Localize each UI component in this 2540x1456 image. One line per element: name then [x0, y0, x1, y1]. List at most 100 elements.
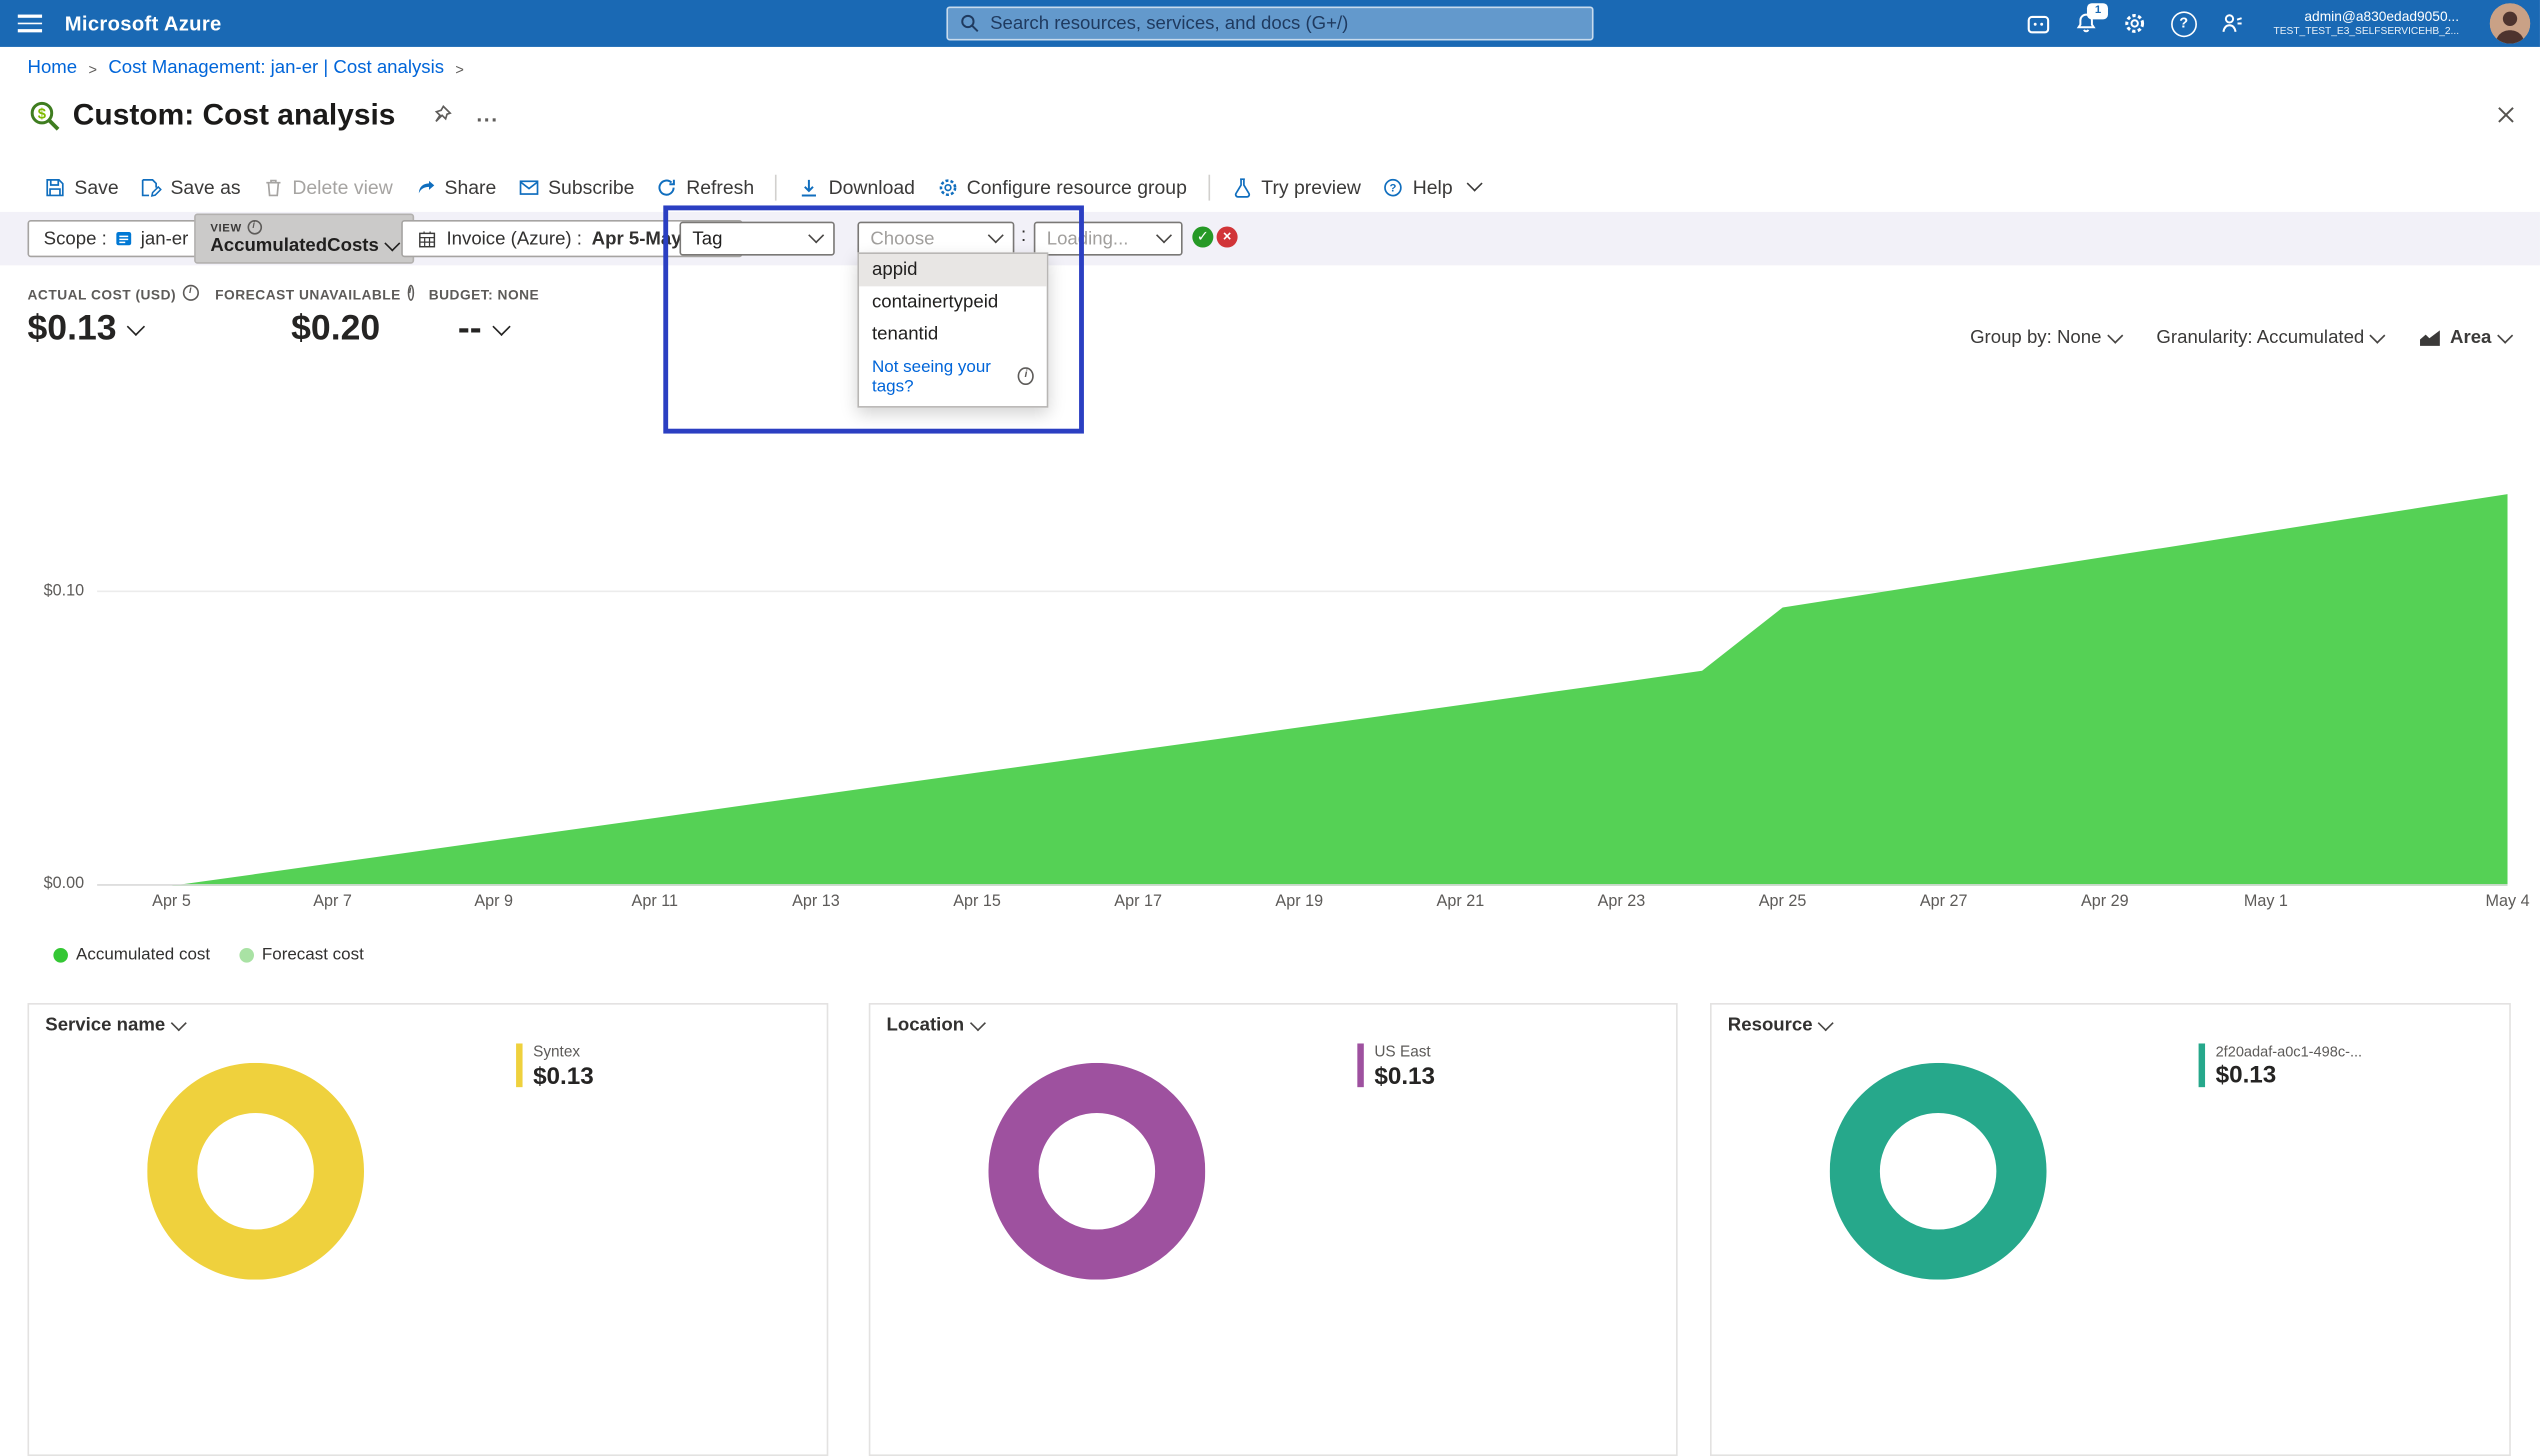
breadcrumb-home-link[interactable]: Home [27, 58, 78, 78]
breadcrumb-separator: > [88, 60, 97, 77]
delete-view-label: Delete view [292, 175, 393, 199]
legend-item: 2f20adaf-a0c1-498c-... $0.13 [2198, 1043, 2363, 1089]
x-axis-label: Apr 15 [953, 893, 1001, 911]
notification-count-badge: 1 [2087, 3, 2109, 20]
tag-value-select[interactable]: Loading... [1033, 221, 1183, 256]
user-avatar[interactable] [2489, 3, 2531, 44]
toolbar-divider [775, 173, 777, 200]
try-preview-button[interactable]: Try preview [1231, 176, 1361, 199]
legend-label: Syntex [533, 1043, 581, 1062]
pin-icon[interactable] [431, 104, 454, 127]
info-icon: i [246, 220, 262, 235]
budget-value: -- [457, 307, 482, 348]
scope-label: Scope : [43, 228, 107, 249]
help-menu-button[interactable]: ? Help [1382, 176, 1483, 199]
account-menu[interactable]: admin@a830edad9050... TEST_TEST_E3_SELFS… [2274, 8, 2460, 38]
location-pivot-dropdown[interactable]: Location [887, 1014, 986, 1035]
chart-type-dropdown[interactable]: Area [2419, 326, 2514, 348]
notifications-bell-icon[interactable]: 1 [2073, 3, 2109, 38]
configure-resource-group-button[interactable]: Configure resource group [936, 176, 1187, 199]
menu-item-tenantid[interactable]: tenantid [871, 325, 939, 345]
resource-pivot-dropdown[interactable]: Resource [1728, 1014, 1835, 1035]
legend-color-bar [1357, 1043, 1363, 1088]
help-icon[interactable]: ? [2170, 10, 2198, 38]
close-icon[interactable] [2495, 104, 2518, 127]
svg-text:?: ? [1390, 182, 1397, 194]
more-options-button[interactable]: ... [476, 101, 499, 127]
share-button[interactable]: Share [414, 175, 497, 199]
subscribe-button[interactable]: Subscribe [517, 176, 634, 198]
view-selector-pill[interactable]: VIEW i AccumulatedCosts [194, 213, 415, 264]
x-axis-label: Apr 25 [1758, 893, 1807, 911]
granularity-value: Granularity: Accumulated [2156, 328, 2365, 348]
search-input[interactable] [946, 6, 1594, 41]
group-by-dropdown[interactable]: Group by: None [1970, 326, 2124, 348]
area-chart [97, 494, 2508, 886]
cancel-filter-button[interactable]: × [1216, 226, 1238, 248]
refresh-button[interactable]: Refresh [655, 175, 755, 199]
y-axis-label: $0.00 [43, 875, 85, 894]
configure-gear-icon [936, 176, 959, 199]
actual-cost-kpi[interactable]: ACTUAL COST (USD) i $0.13 [28, 284, 199, 349]
info-icon: i [407, 284, 414, 301]
x-axis-label: Apr 13 [792, 893, 840, 911]
scope-pill[interactable]: Scope : jan-er [27, 220, 205, 258]
chevron-down-icon [969, 1014, 986, 1031]
chevron-down-icon [1818, 1014, 1835, 1031]
download-button[interactable]: Download [798, 175, 915, 199]
chevron-down-icon [2370, 326, 2387, 343]
feedback-icon[interactable] [2219, 10, 2247, 38]
service-name-pivot-dropdown[interactable]: Service name [45, 1014, 188, 1035]
legend-color-bar [2198, 1043, 2205, 1088]
date-range-label: Invoice (Azure) : [446, 228, 582, 249]
legend-label: 2f20adaf-a0c1-498c-... [2215, 1043, 2363, 1060]
menu-item-appid[interactable]: appid [859, 253, 1047, 287]
x-axis-label: Apr 21 [1436, 893, 1485, 911]
tag-key-select[interactable]: Choose [857, 221, 1015, 256]
apply-filter-button[interactable]: ✓ [1192, 226, 1214, 248]
chart-legend: Accumulated cost Forecast cost [53, 945, 364, 964]
legend-item: US East $0.13 [1357, 1043, 1435, 1090]
service-name-card: Service name Syntex $0.13 [27, 1003, 829, 1456]
refresh-label: Refresh [686, 175, 755, 199]
cost-analysis-icon: $ [28, 98, 62, 132]
settings-gear-icon[interactable] [2121, 10, 2149, 38]
location-card: Location US East $0.13 [868, 1003, 1678, 1456]
search-icon [959, 13, 980, 34]
copilot-icon[interactable] [2024, 10, 2052, 38]
chevron-down-icon [2107, 326, 2124, 343]
view-value: AccumulatedCosts [210, 236, 379, 256]
donut-chart [988, 1062, 1206, 1280]
legend-value: $0.13 [533, 1062, 594, 1091]
save-button[interactable]: Save [44, 175, 119, 199]
kpi-section: ACTUAL COST (USD) i $0.13 FORECAST UNAVAI… [28, 284, 2514, 360]
resource-card: Resource 2f20adaf-a0c1-498c-... $0.13 [1710, 1003, 2511, 1456]
billing-account-icon [115, 230, 133, 248]
menu-item-containertypeid[interactable]: containertypeid [871, 292, 999, 313]
not-seeing-tags-link[interactable]: Not seeing your tags? i [859, 351, 1047, 406]
hamburger-menu-button[interactable] [0, 0, 58, 47]
help-circle-icon: ? [1382, 176, 1405, 199]
breadcrumb: Home > Cost Management: jan-er | Cost an… [28, 58, 464, 77]
command-bar: Save Save as Delete view Share Subscribe… [0, 167, 2540, 207]
forecast-label: FORECAST UNAVAILABLE [215, 286, 401, 303]
filter-type-select[interactable]: Tag [679, 221, 835, 256]
tag-key-placeholder: Choose [870, 228, 935, 249]
granularity-dropdown[interactable]: Granularity: Accumulated [2156, 326, 2387, 348]
save-as-label: Save as [170, 175, 241, 199]
save-label: Save [74, 175, 119, 199]
legend-forecast-cost: Forecast cost [239, 945, 364, 964]
top-bar-actions: 1 ? admin@a830edad9050... TEST_TEST_E3_S… [2024, 0, 2533, 47]
breadcrumb-cost-management-link[interactable]: Cost Management: jan-er | Cost analysis [108, 58, 445, 78]
download-label: Download [828, 175, 915, 199]
budget-kpi[interactable]: BUDGET: NONE -- [429, 286, 539, 349]
page-header: $ Custom: Cost analysis ... [28, 92, 2518, 137]
filter-bar: Scope : jan-er VIEW i AccumulatedCosts In… [0, 211, 2540, 266]
share-label: Share [444, 175, 497, 199]
chevron-down-icon [987, 227, 1004, 244]
save-as-button[interactable]: Save as [140, 175, 241, 199]
try-preview-flask-icon [1231, 176, 1254, 199]
azure-brand-title: Microsoft Azure [64, 12, 222, 35]
chevron-down-icon [808, 227, 825, 244]
